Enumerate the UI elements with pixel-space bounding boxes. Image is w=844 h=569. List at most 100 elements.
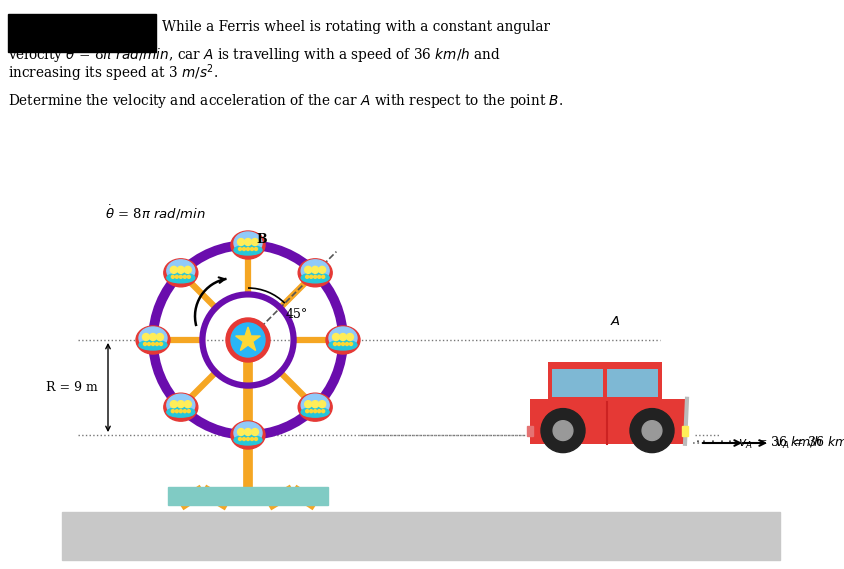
Circle shape [322, 410, 325, 413]
Circle shape [242, 248, 246, 250]
Ellipse shape [298, 259, 333, 287]
Circle shape [245, 428, 252, 435]
Circle shape [170, 266, 177, 273]
Ellipse shape [136, 326, 170, 354]
Circle shape [149, 333, 156, 340]
Circle shape [171, 410, 175, 413]
Text: $\it{v_A}$ = 36 $\it{km/h}$: $\it{v_A}$ = 36 $\it{km/h}$ [775, 435, 844, 451]
Circle shape [310, 275, 312, 278]
Ellipse shape [234, 232, 262, 254]
Ellipse shape [301, 407, 329, 417]
Circle shape [347, 333, 354, 340]
Text: B: B [256, 233, 267, 246]
Bar [552, 369, 603, 397]
Ellipse shape [301, 260, 329, 282]
Bar [548, 362, 662, 402]
Circle shape [184, 266, 192, 273]
Ellipse shape [167, 260, 195, 282]
Circle shape [317, 410, 321, 413]
Circle shape [252, 238, 258, 245]
Circle shape [177, 401, 184, 407]
Ellipse shape [167, 407, 195, 417]
Circle shape [184, 401, 192, 407]
Circle shape [314, 275, 316, 278]
Ellipse shape [167, 394, 195, 416]
Circle shape [246, 438, 250, 440]
Circle shape [187, 410, 191, 413]
Circle shape [183, 410, 187, 413]
Circle shape [342, 343, 344, 345]
Circle shape [255, 248, 257, 250]
Circle shape [143, 333, 149, 340]
Ellipse shape [234, 422, 262, 444]
Circle shape [245, 238, 252, 245]
Circle shape [306, 410, 309, 413]
Circle shape [148, 343, 150, 345]
Circle shape [179, 410, 182, 413]
Circle shape [630, 409, 674, 452]
Circle shape [317, 275, 321, 278]
Circle shape [179, 275, 182, 278]
Circle shape [314, 410, 316, 413]
Ellipse shape [231, 421, 265, 449]
Circle shape [155, 343, 159, 345]
Ellipse shape [231, 231, 265, 259]
Bar [530, 399, 685, 444]
Text: While a Ferris wheel is rotating with a constant angular: While a Ferris wheel is rotating with a … [162, 20, 550, 34]
Circle shape [176, 275, 178, 278]
Circle shape [322, 275, 325, 278]
Circle shape [319, 266, 326, 273]
Bar [682, 426, 688, 436]
Bar [607, 369, 658, 397]
Circle shape [156, 333, 164, 340]
Circle shape [306, 275, 309, 278]
Polygon shape [235, 327, 260, 351]
Circle shape [553, 420, 573, 440]
Text: velocity $\dot{\theta}$ = 8$\pi$ $\it{rad/min}$, car $\it{A}$ is travelling with: velocity $\dot{\theta}$ = 8$\pi$ $\it{ra… [8, 42, 500, 65]
Circle shape [311, 266, 319, 273]
Circle shape [333, 343, 337, 345]
Circle shape [143, 343, 147, 345]
Ellipse shape [164, 259, 197, 287]
Circle shape [311, 401, 319, 407]
Bar [168, 487, 328, 505]
Circle shape [237, 428, 245, 435]
Circle shape [339, 333, 347, 340]
Ellipse shape [234, 435, 262, 445]
Text: $\it{A}$: $\it{A}$ [610, 315, 620, 328]
Circle shape [333, 333, 339, 340]
Circle shape [183, 275, 187, 278]
Circle shape [176, 410, 178, 413]
Circle shape [237, 238, 245, 245]
Circle shape [160, 343, 163, 345]
Ellipse shape [164, 393, 197, 421]
Ellipse shape [329, 340, 357, 350]
Circle shape [242, 438, 246, 440]
Ellipse shape [329, 327, 357, 349]
Circle shape [231, 323, 265, 357]
Ellipse shape [298, 393, 333, 421]
Text: $\dot{\theta}$ = 8$\pi$ $\it{rad/min}$: $\dot{\theta}$ = 8$\pi$ $\it{rad/min}$ [105, 203, 206, 221]
Text: Determine the velocity and acceleration of the car $\it{A}$ with respect to the : Determine the velocity and acceleration … [8, 92, 563, 110]
Text: $\cdot\cdot\cdot\cdot\cdot$ $\it{v_A}$ = 36 $\it{km/h}$: $\cdot\cdot\cdot\cdot\cdot$ $\it{v_A}$ =… [695, 435, 823, 451]
Circle shape [541, 409, 585, 452]
Circle shape [338, 343, 340, 345]
Bar [527, 426, 533, 436]
Ellipse shape [301, 273, 329, 283]
Circle shape [170, 401, 177, 407]
Ellipse shape [167, 273, 195, 283]
Circle shape [345, 343, 349, 345]
Circle shape [152, 343, 154, 345]
Circle shape [255, 438, 257, 440]
Circle shape [177, 266, 184, 273]
Circle shape [239, 438, 241, 440]
Ellipse shape [234, 245, 262, 255]
Ellipse shape [139, 327, 167, 349]
Ellipse shape [301, 394, 329, 416]
Ellipse shape [139, 340, 167, 350]
Circle shape [251, 438, 253, 440]
Ellipse shape [326, 326, 360, 354]
Circle shape [305, 266, 311, 273]
Circle shape [187, 275, 191, 278]
Bar [8, 14, 156, 52]
